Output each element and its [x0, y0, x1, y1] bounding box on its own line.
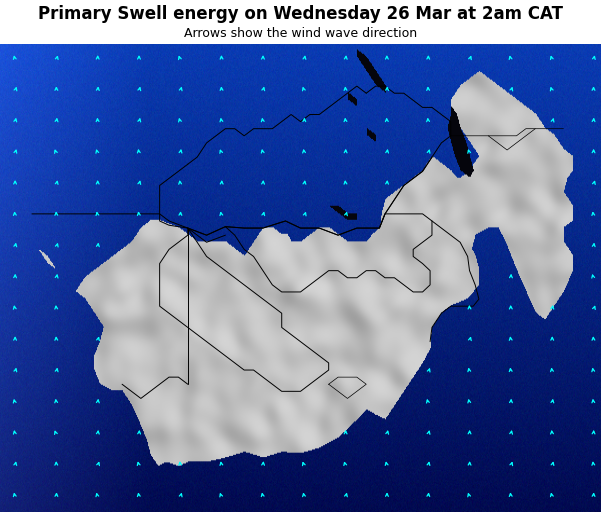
Text: Arrows show the wind wave direction: Arrows show the wind wave direction: [184, 28, 417, 40]
Text: Primary Swell energy on Wednesday 26 Mar at 2am CAT: Primary Swell energy on Wednesday 26 Mar…: [38, 5, 563, 23]
